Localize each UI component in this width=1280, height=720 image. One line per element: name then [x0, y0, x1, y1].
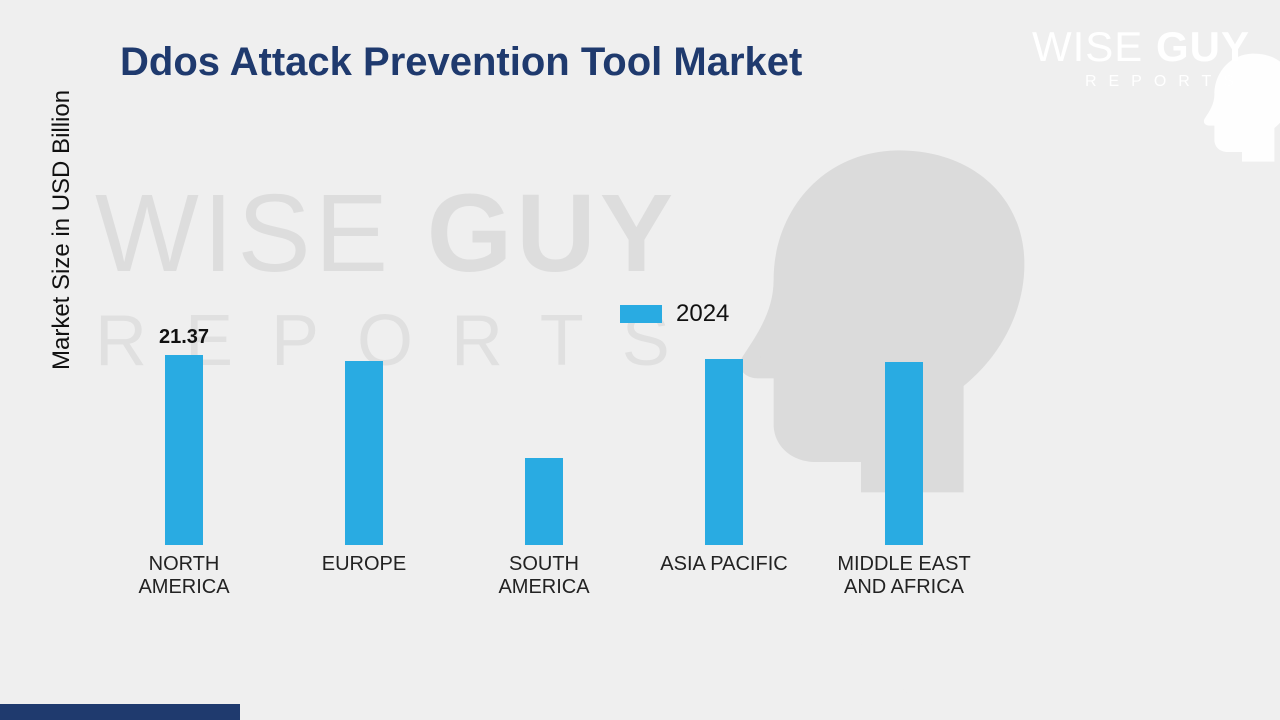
- bar-label: MIDDLE EAST AND AFRICA: [829, 553, 979, 599]
- footer-accent-bar: [0, 704, 240, 720]
- bar: ASIA PACIFIC: [705, 359, 743, 545]
- bar-value: 21.37: [159, 326, 209, 349]
- bar: EUROPE: [345, 361, 383, 545]
- y-axis-label: Market Size in USD Billion: [48, 90, 76, 370]
- bar-label: EUROPE: [289, 553, 439, 576]
- chart-title: Ddos Attack Prevention Tool Market: [120, 40, 802, 85]
- legend-label: 2024: [676, 300, 729, 328]
- chart-stage: WISE GUY REPORTS Ddos Attack Prevention …: [0, 0, 1280, 720]
- bar: 21.37NORTH AMERICA: [165, 355, 203, 545]
- watermark-wise: WISE: [95, 172, 392, 295]
- plot-area: 21.37NORTH AMERICA EUROPE SOUTH AMERICA ASI…: [100, 355, 980, 545]
- brand-head-icon: [1188, 44, 1280, 164]
- bar: SOUTH AMERICA: [525, 458, 563, 545]
- bar-label: ASIA PACIFIC: [649, 553, 799, 576]
- legend: 2024: [620, 300, 729, 328]
- bar-label: NORTH AMERICA: [109, 553, 259, 599]
- bar: MIDDLE EAST AND AFRICA: [885, 362, 923, 545]
- logo-wise: WISE: [1032, 23, 1143, 70]
- bar-label: SOUTH AMERICA: [469, 553, 619, 599]
- watermark-line1: WISE GUY: [95, 170, 677, 297]
- brand-logo: WISE GUY REPORTS: [1032, 26, 1250, 90]
- legend-swatch: [620, 305, 662, 323]
- watermark-guy: GUY: [427, 172, 677, 295]
